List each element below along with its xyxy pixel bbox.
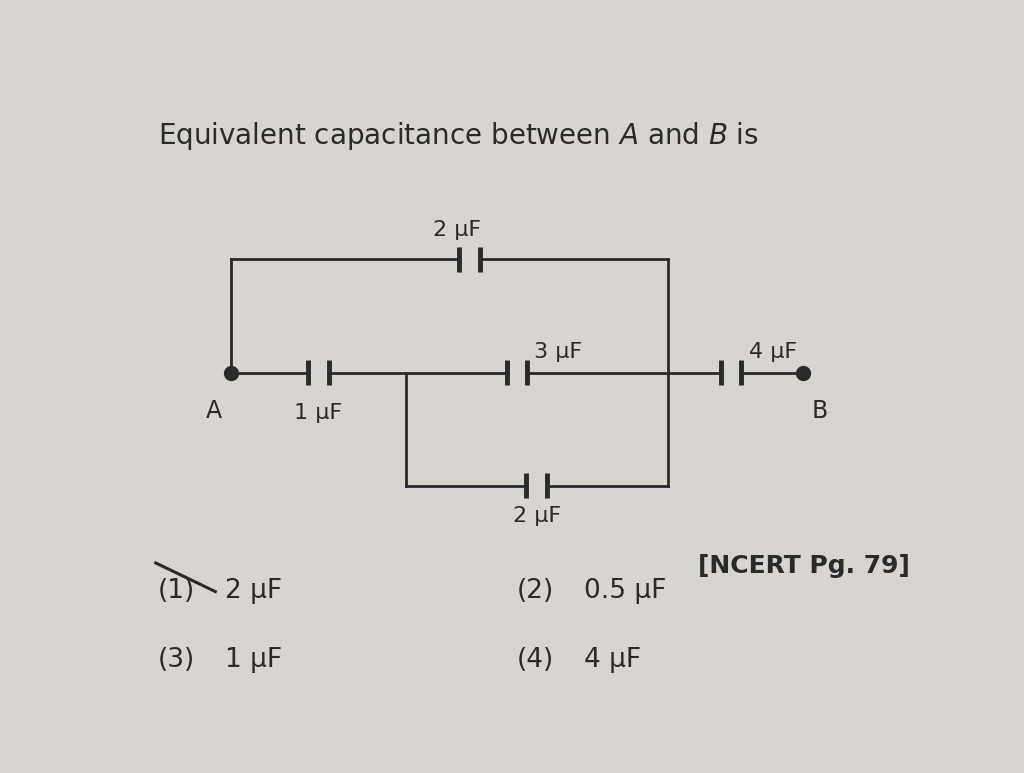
Text: A: A <box>206 400 222 424</box>
Text: (4): (4) <box>517 648 554 673</box>
Text: 2 μF: 2 μF <box>433 220 481 240</box>
Text: (3): (3) <box>158 648 196 673</box>
Text: B: B <box>812 400 828 424</box>
Text: 2 μF: 2 μF <box>513 506 561 526</box>
Text: (2): (2) <box>517 578 554 604</box>
Text: 2 μF: 2 μF <box>225 578 282 604</box>
Text: 4 μF: 4 μF <box>749 342 797 362</box>
Text: 4 μF: 4 μF <box>585 648 641 673</box>
Text: [NCERT Pg. 79]: [NCERT Pg. 79] <box>697 554 909 578</box>
Text: 3 μF: 3 μF <box>535 342 583 362</box>
Text: 1 μF: 1 μF <box>295 404 342 424</box>
Text: 1 μF: 1 μF <box>225 648 282 673</box>
Text: (1): (1) <box>158 578 196 604</box>
Text: 0.5 μF: 0.5 μF <box>585 578 667 604</box>
Text: Equivalent capacitance between $A$ and $B$ is: Equivalent capacitance between $A$ and $… <box>158 120 759 152</box>
